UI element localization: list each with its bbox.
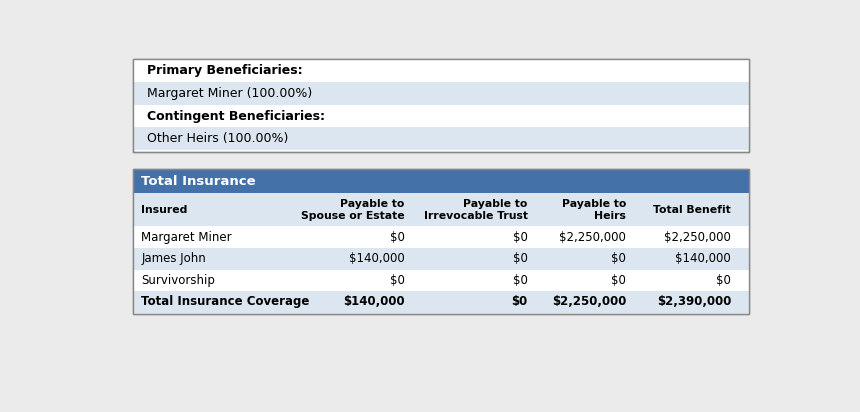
Text: $2,250,000: $2,250,000	[664, 231, 731, 244]
Text: $140,000: $140,000	[675, 252, 731, 265]
Text: Payable to
Heirs: Payable to Heirs	[562, 199, 626, 221]
Text: Total Benefit: Total Benefit	[654, 205, 731, 215]
FancyBboxPatch shape	[132, 169, 749, 314]
Text: Total Insurance: Total Insurance	[142, 175, 256, 188]
FancyBboxPatch shape	[132, 291, 749, 313]
Text: $0: $0	[512, 295, 528, 309]
FancyBboxPatch shape	[132, 105, 749, 127]
Text: $0: $0	[513, 274, 528, 287]
FancyBboxPatch shape	[132, 82, 749, 105]
Text: $0: $0	[716, 274, 731, 287]
Text: Survivorship: Survivorship	[142, 274, 215, 287]
Text: James John: James John	[142, 252, 206, 265]
Text: $2,250,000: $2,250,000	[552, 295, 626, 309]
FancyBboxPatch shape	[132, 127, 749, 150]
Text: Other Heirs (100.00%): Other Heirs (100.00%)	[148, 132, 289, 145]
Text: Contingent Beneficiaries:: Contingent Beneficiaries:	[148, 110, 325, 122]
FancyBboxPatch shape	[132, 59, 749, 82]
Text: Payable to
Irrevocable Trust: Payable to Irrevocable Trust	[424, 199, 528, 221]
Text: $0: $0	[513, 252, 528, 265]
FancyBboxPatch shape	[132, 248, 749, 269]
Text: $0: $0	[390, 274, 404, 287]
Text: $0: $0	[390, 231, 404, 244]
FancyBboxPatch shape	[132, 269, 749, 291]
Text: $0: $0	[611, 274, 626, 287]
FancyBboxPatch shape	[132, 59, 749, 152]
Text: $2,250,000: $2,250,000	[560, 231, 626, 244]
Text: Total Insurance Coverage: Total Insurance Coverage	[142, 295, 310, 309]
Text: Insured: Insured	[142, 205, 187, 215]
Text: Payable to
Spouse or Estate: Payable to Spouse or Estate	[301, 199, 404, 221]
Text: $0: $0	[611, 252, 626, 265]
FancyBboxPatch shape	[132, 193, 749, 227]
FancyBboxPatch shape	[132, 169, 749, 193]
Text: $0: $0	[513, 231, 528, 244]
Text: Margaret Miner: Margaret Miner	[142, 231, 232, 244]
Text: $140,000: $140,000	[349, 252, 404, 265]
Text: $140,000: $140,000	[343, 295, 404, 309]
Text: Margaret Miner (100.00%): Margaret Miner (100.00%)	[148, 87, 313, 100]
Text: Primary Beneficiaries:: Primary Beneficiaries:	[148, 64, 303, 77]
FancyBboxPatch shape	[132, 227, 749, 248]
Text: $2,390,000: $2,390,000	[657, 295, 731, 309]
